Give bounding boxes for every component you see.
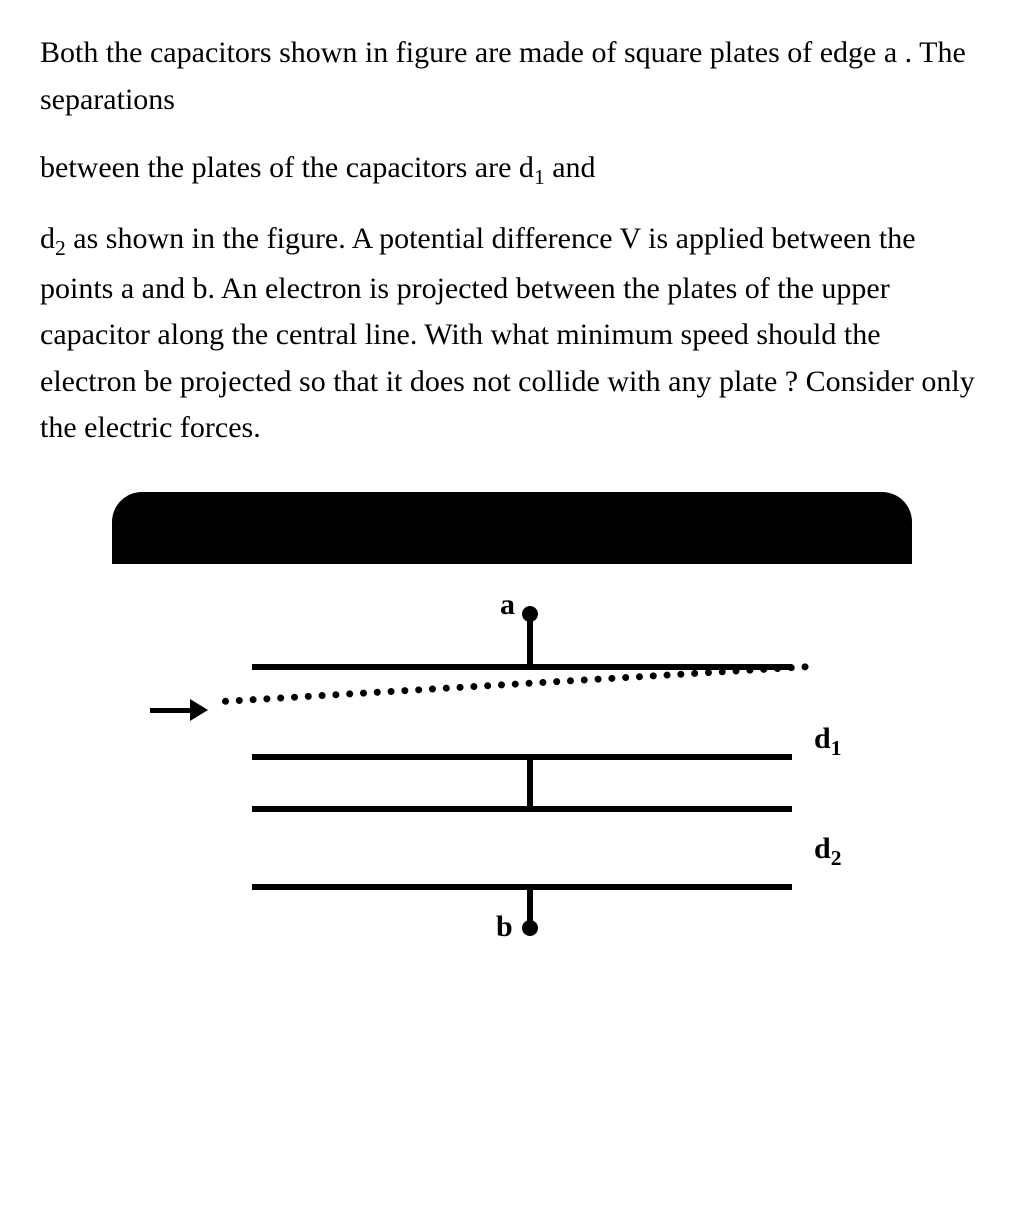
d1-d: d: [814, 722, 831, 755]
plate-c2-bottom: [252, 884, 792, 890]
gap-d1-label: d1: [814, 722, 841, 761]
d2-sub: 2: [831, 846, 842, 870]
sub-d1: 1: [534, 165, 545, 189]
figure-header-bar: [112, 492, 912, 564]
sub-d2: 2: [55, 236, 66, 260]
text-line-3b: as shown in the figure. A potential diff…: [40, 222, 975, 444]
figure-container: a d1 d2: [112, 492, 912, 944]
text-d2-d: d: [40, 222, 55, 255]
d2-d: d: [814, 832, 831, 865]
d1-sub: 1: [831, 736, 842, 760]
capacitor-diagram: a d1 d2: [142, 594, 882, 934]
paragraph-1: Both the capacitors shown in figure are …: [40, 30, 984, 123]
terminal-b-label: b: [496, 910, 513, 944]
paragraph-2: between the plates of the capacitors are…: [40, 145, 984, 194]
lead-a: [527, 612, 533, 666]
gap-d2-label: d2: [814, 832, 841, 871]
lead-mid: [527, 758, 533, 808]
text-line-2a: between the plates of the capacitors are…: [40, 151, 534, 184]
figure-body: a d1 d2: [112, 564, 912, 944]
plate-c1-bottom: [252, 754, 792, 760]
terminal-a-label: a: [500, 588, 515, 622]
terminal-b-dot: [522, 920, 538, 936]
paragraph-3: d2 as shown in the figure. A potential d…: [40, 216, 984, 451]
plate-c2-top: [252, 806, 792, 812]
text-line-1: Both the capacitors shown in figure are …: [40, 36, 966, 116]
text-line-2b: and: [545, 151, 596, 184]
problem-text: Both the capacitors shown in figure are …: [40, 30, 984, 452]
